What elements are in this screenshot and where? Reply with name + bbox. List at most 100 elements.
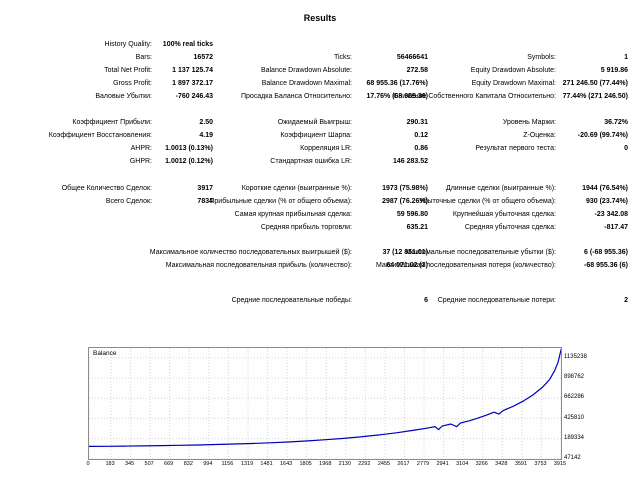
x-axis-label: 3591 xyxy=(514,461,528,467)
stat-label: Результат первого теста: xyxy=(475,145,556,152)
y-axis-label: 662286 xyxy=(564,394,585,401)
x-axis-label: 2779 xyxy=(416,461,430,467)
x-axis-label: 3266 xyxy=(475,461,488,467)
stat-label: Уровень Маржи: xyxy=(502,119,556,126)
stat-label: Короткие сделки (выигранные %): xyxy=(241,185,352,192)
chart-canvas xyxy=(88,348,562,460)
stat-value: 1 137 125.74 xyxy=(172,67,213,74)
stat-value: 1.0012 (0.12%) xyxy=(165,158,213,165)
stat-value: 77.44% (271 246.50) xyxy=(562,93,628,100)
stats-row: Коэффициент Восстановления: 4.19 Коэффицие… xyxy=(0,131,640,141)
stat-label: Ticks: xyxy=(333,54,352,61)
stat-value: 0.86 xyxy=(414,145,428,152)
stats-row: Bars: 16572 Ticks: 56466641 Symbols: 1 xyxy=(0,53,640,63)
stat-label: Gross Profit: xyxy=(113,80,152,87)
stat-value: 2987 (76.26%) xyxy=(382,198,428,205)
stats-row: Максимальная последовательная прибыль (к… xyxy=(0,261,640,271)
x-axis-label: 183 xyxy=(105,461,115,467)
stat-value: 5 919.86 xyxy=(600,67,628,74)
stats-row: Самая крупная прибыльная сделка: 59 596.8… xyxy=(0,210,640,220)
stats-row: Общее Количество Сделок: 3917 Короткие сде… xyxy=(0,184,640,194)
stat-label: GHPR: xyxy=(129,158,152,165)
stat-label: Средняя прибыль торговли: xyxy=(260,224,352,231)
x-axis-label: 2455 xyxy=(377,461,391,467)
x-axis-label: 3428 xyxy=(495,461,508,467)
y-axis-label: 1135238 xyxy=(564,353,587,360)
page-title: Results xyxy=(303,13,337,23)
stat-value: 16572 xyxy=(193,54,213,61)
balance-line xyxy=(88,348,562,447)
stat-label: Symbols: xyxy=(527,54,556,61)
stat-value: -20.69 (99.74%) xyxy=(577,132,628,139)
stat-value: 1944 (76.54%) xyxy=(582,185,628,192)
stat-value: 1 897 372.17 xyxy=(172,80,213,87)
y-axis-label: 425810 xyxy=(564,414,585,421)
stat-label: Максимальная последовательная потеря (ко… xyxy=(375,262,556,269)
y-axis-label: 47142 xyxy=(564,455,581,461)
stat-value: 100% real ticks xyxy=(162,41,213,48)
stat-label: Максимальное количество последовательных… xyxy=(149,249,352,256)
y-axis-label: 898762 xyxy=(564,374,585,381)
stat-label: Средняя убыточная сделка: xyxy=(464,224,556,231)
stat-value: 59 596.80 xyxy=(396,211,428,218)
stat-value: 146 283.52 xyxy=(392,158,428,165)
stat-value: 4.19 xyxy=(199,132,213,139)
stat-label: Средние последовательные победы: xyxy=(231,297,352,304)
stats-row: Валовые Убытки: -760 246.43 Просадка Балан… xyxy=(0,92,640,102)
stat-label: Общее Количество Сделок: xyxy=(61,185,152,192)
stat-value: 17.76% (68 955.36) xyxy=(366,93,429,100)
stat-value: 36.72% xyxy=(604,119,628,126)
stat-label: Equity Drawdown Maximal: xyxy=(471,80,556,87)
stat-label: Ожидаемый Выигрыш: xyxy=(277,119,352,126)
stat-value: 56466641 xyxy=(396,54,428,61)
y-axis-label: 189334 xyxy=(564,434,585,441)
x-axis-label: 3104 xyxy=(456,461,469,467)
stat-value: 0.12 xyxy=(414,132,428,139)
stats-row: History Quality: 100% real ticks xyxy=(0,40,640,50)
stat-value: 0 xyxy=(624,145,628,152)
stats-row: Gross Profit: 1 897 372.17 Balance Drawdow… xyxy=(0,79,640,89)
stat-value: 1.0013 (0.13%) xyxy=(165,145,213,152)
chart-plot-area xyxy=(88,347,562,460)
stat-label: Z-Оценка: xyxy=(523,132,556,139)
stat-label: Коэффициент Восстановления: xyxy=(48,132,152,139)
stat-label: Bars: xyxy=(135,54,152,61)
stat-label: Total Net Profit: xyxy=(104,67,152,74)
x-axis-label: 3915 xyxy=(553,461,567,467)
stat-value: -817.47 xyxy=(604,224,628,231)
stat-label: Стандартная ошибка LR: xyxy=(270,158,352,165)
stat-value: 1973 (75.98%) xyxy=(382,185,428,192)
stat-label: Снижение Собственного Капитала Относител… xyxy=(393,93,556,100)
stat-label: Корреляция LR: xyxy=(300,145,352,152)
x-axis-label: 0 xyxy=(86,461,90,467)
stats-row: Всего Сделок: 7834 Прибыльные сделки (% от… xyxy=(0,197,640,207)
x-axis-label: 3753 xyxy=(534,461,547,467)
stats-row: AHPR: 1.0013 (0.13%) Корреляция LR: 0.86 Рез… xyxy=(0,144,640,154)
x-axis-label: 994 xyxy=(203,461,213,467)
x-axis-label: 669 xyxy=(164,461,174,467)
stat-value: 930 (23.74%) xyxy=(585,198,628,205)
stats-row: Средняя прибыль торговли: 635.21 Средняя у… xyxy=(0,223,640,233)
x-axis-label: 507 xyxy=(144,461,154,467)
x-axis-label: 2941 xyxy=(436,461,449,467)
balance-series-label: Balance xyxy=(93,350,117,357)
stat-label: Коэффициент Шарпа: xyxy=(280,132,352,139)
stat-label: Средние последовательные потери: xyxy=(437,297,556,304)
x-axis-label: 1156 xyxy=(221,461,234,467)
stat-value: 64 071.02 (3) xyxy=(386,262,428,269)
x-axis-label: 2130 xyxy=(338,461,351,467)
stat-label: Всего Сделок: xyxy=(105,198,152,205)
stat-label: Убыточные сделки (% от общего объема): xyxy=(419,198,556,205)
stat-label: Максимальная последовательная прибыль (к… xyxy=(165,262,352,269)
x-axis-label: 832 xyxy=(183,461,193,467)
stat-label: Balance Drawdown Absolute: xyxy=(260,67,352,74)
stats-row: Максимальное количество последовательных… xyxy=(0,248,640,258)
stat-label: Коэффициент Прибыли: xyxy=(72,119,152,126)
stat-value: 272.58 xyxy=(406,67,428,74)
stat-label: History Quality: xyxy=(104,41,152,48)
stats-row: Средние последовательные победы: 6 Средние… xyxy=(0,296,640,306)
x-axis-label: 1805 xyxy=(299,461,312,467)
stat-value: 271 246.50 (77.44%) xyxy=(562,80,628,87)
stat-value: -760 246.43 xyxy=(175,93,213,100)
